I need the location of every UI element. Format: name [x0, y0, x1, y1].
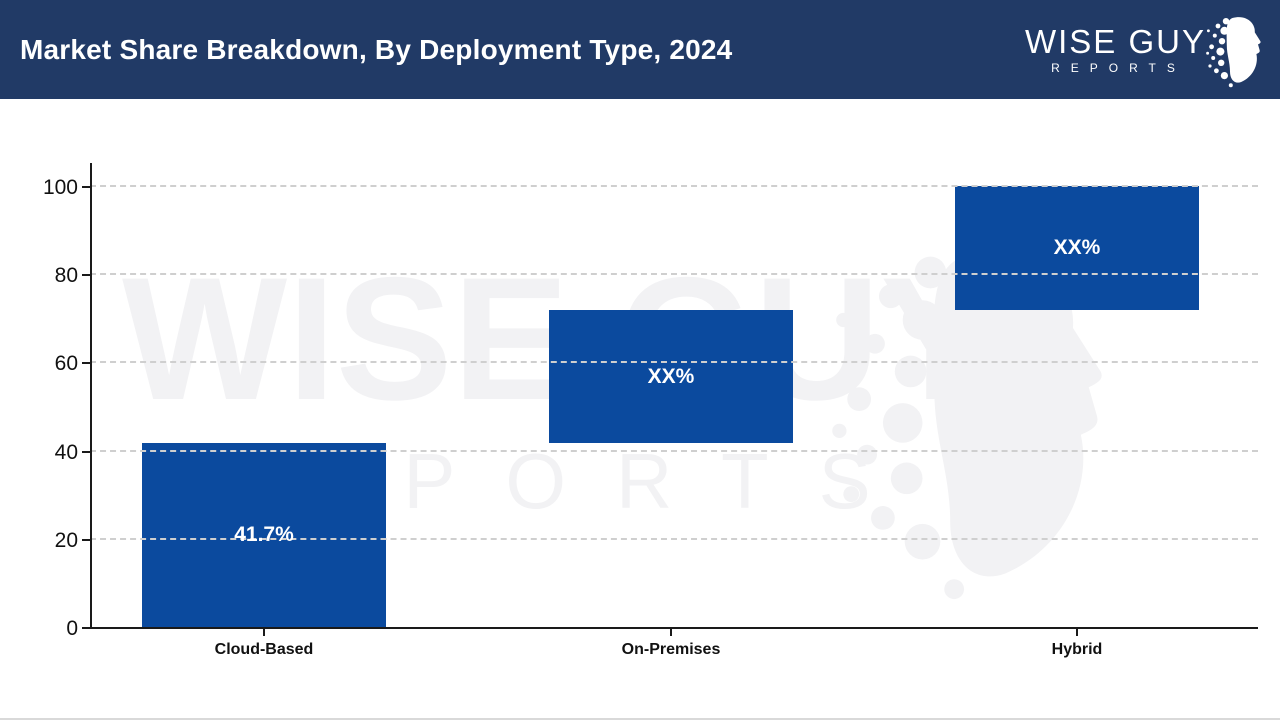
gridline [90, 449, 1258, 452]
gridline [90, 185, 1258, 187]
wise-guy-reports-logo: WISE GUY REPORTS [1025, 6, 1266, 94]
bar-on-premises [549, 309, 793, 444]
x-tick [670, 629, 672, 636]
y-tick-label: 40 [54, 440, 78, 464]
y-tick-label: 100 [42, 176, 78, 199]
gridline [90, 361, 1258, 364]
header-banner: Market Share Breakdown, By Deployment Ty… [0, 0, 1280, 99]
logo-wordmark: WISE GUY [1024, 22, 1206, 60]
bar-value-label: XX% [647, 364, 695, 388]
y-tick [82, 274, 90, 277]
y-tick-label: 60 [54, 352, 78, 376]
y-tick-label: 80 [54, 264, 78, 288]
gridline [90, 273, 1258, 276]
gridline [90, 537, 1258, 540]
y-tick [82, 538, 90, 541]
bar-cloud-based [142, 443, 386, 627]
face-profile-icon [1206, 17, 1261, 88]
watermark-face-icon [832, 252, 1102, 600]
y-tick-label: 20 [54, 528, 78, 552]
y-axis-line [90, 163, 92, 629]
y-tick-label: 0 [66, 617, 78, 640]
bar-hybrid [955, 186, 1199, 310]
y-tick [82, 186, 90, 188]
category-label: On-Premises [621, 641, 721, 658]
y-tick [82, 362, 90, 365]
category-label: Cloud-Based [214, 641, 314, 658]
x-tick [263, 629, 265, 636]
y-tick [82, 450, 90, 453]
bar-value-label: 41.7% [234, 523, 294, 547]
bar-value-label: XX% [1053, 235, 1101, 259]
logo-text: WISE GUY REPORTS [1024, 22, 1206, 76]
category-label: Hybrid [1051, 641, 1103, 658]
x-tick [1076, 629, 1078, 636]
logo-subtitle: REPORTS [1051, 61, 1186, 76]
y-tick [82, 627, 90, 629]
x-axis-line [90, 627, 1258, 629]
chart-title: Market Share Breakdown, By Deployment Ty… [20, 33, 733, 65]
bottom-border [0, 718, 1280, 720]
